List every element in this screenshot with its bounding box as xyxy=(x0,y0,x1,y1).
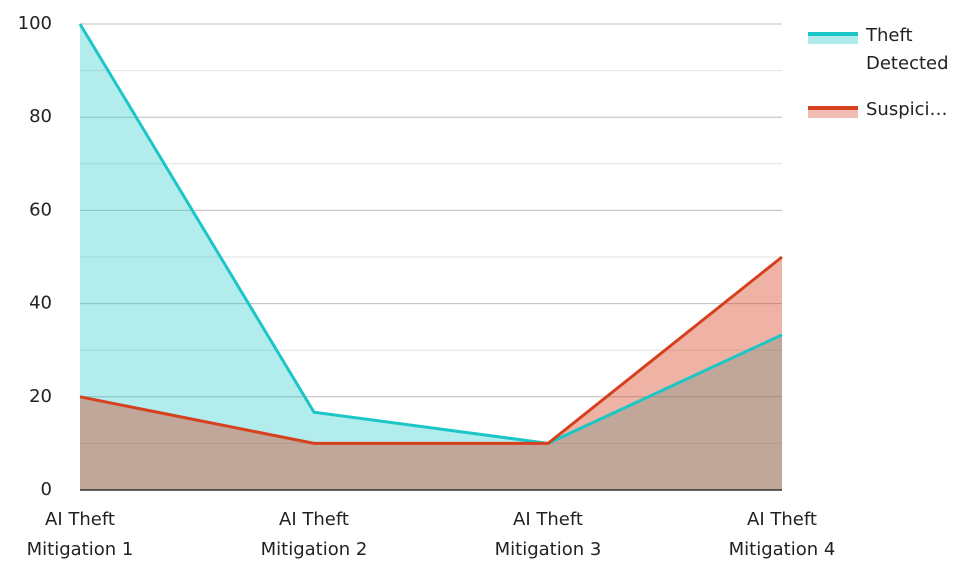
line xyxy=(78,23,783,445)
legend-swatch xyxy=(808,32,858,44)
x-tick-label: AI Theft Mitigation 4 xyxy=(728,509,836,560)
y-tick-label: 100 xyxy=(18,13,52,34)
y-tick-label: 20 xyxy=(29,386,52,407)
x-tick-label: AI Theft Mitigation 3 xyxy=(494,509,602,560)
legend-swatch-fill xyxy=(808,36,858,44)
legend-swatch-fill xyxy=(808,110,858,118)
y-tick-label: 40 xyxy=(29,293,52,314)
x-tick-label: AI Theft Mitigation 2 xyxy=(260,509,368,560)
area xyxy=(80,24,782,490)
legend-label: Suspici… xyxy=(866,99,948,120)
legend-swatch xyxy=(808,106,858,118)
y-tick-label: 0 xyxy=(41,479,52,500)
line xyxy=(79,255,783,445)
x-tick-label: AI Theft Mitigation 1 xyxy=(26,509,134,560)
legend-label: Theft Detected xyxy=(866,25,949,74)
y-tick-label: 60 xyxy=(29,199,52,220)
y-tick-label: 80 xyxy=(29,106,52,127)
